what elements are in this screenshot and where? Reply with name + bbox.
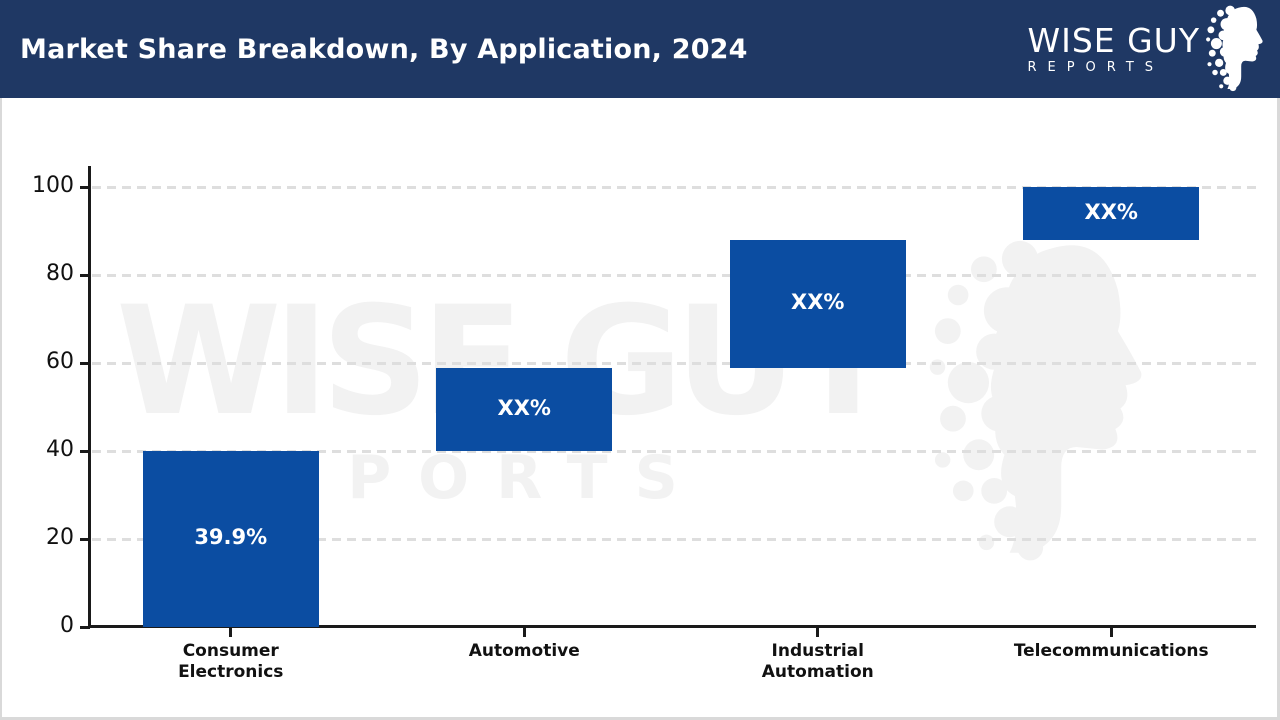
y-tick-label-40: 40 bbox=[46, 437, 74, 462]
page-border-bottom bbox=[0, 717, 1280, 720]
x-tick-label-telecommunications: Telecommunications bbox=[961, 641, 1261, 662]
gridline-60 bbox=[92, 361, 1257, 365]
x-tick-label-line: Consumer bbox=[182, 641, 279, 661]
y-tick-label-0: 0 bbox=[60, 613, 74, 638]
gridline-20 bbox=[92, 537, 1257, 541]
x-tick-mark-telecommunications bbox=[1109, 628, 1113, 637]
logo-head-icon bbox=[1204, 2, 1266, 96]
y-tick-label-80: 80 bbox=[46, 261, 74, 286]
bar-consumer-electronics bbox=[142, 451, 319, 627]
plot: 0 20 40 60 80 100 39.9% Consumer Electronics XX% A… bbox=[0, 98, 1280, 717]
y-axis bbox=[88, 166, 91, 628]
page-border-left bbox=[0, 98, 2, 720]
y-tick-mark-40 bbox=[80, 449, 90, 453]
bar-value-label-industrial-automation: XX% bbox=[791, 290, 845, 315]
x-tick-label-line: Industrial bbox=[771, 641, 864, 661]
bar-industrial-automation bbox=[729, 240, 906, 369]
gridline-80 bbox=[92, 273, 1257, 277]
bar-automotive bbox=[436, 368, 613, 452]
page-border-right bbox=[1277, 98, 1280, 720]
x-tick-label-line: Electronics bbox=[178, 662, 284, 682]
x-tick-label-line: Telecommunications bbox=[1013, 641, 1209, 661]
watermark-head-profile-icon bbox=[929, 240, 1142, 561]
gridline-100 bbox=[92, 185, 1257, 189]
gridline-40 bbox=[92, 449, 1257, 453]
watermark-head-icon bbox=[922, 228, 1154, 567]
bar-value-label-telecommunications: XX% bbox=[1084, 199, 1138, 224]
y-tick-mark-0 bbox=[80, 625, 90, 629]
page-title: Market Share Breakdown, By Application, … bbox=[20, 33, 748, 65]
logo-subtext: REPORTS bbox=[1027, 59, 1165, 75]
x-tick-label-line: Automation bbox=[761, 662, 874, 682]
x-tick-mark-consumer-electronics bbox=[229, 628, 233, 637]
x-tick-label-industrial-automation: Industrial Automation bbox=[668, 641, 968, 683]
x-axis bbox=[88, 625, 1256, 628]
bar-value-label-automotive: XX% bbox=[497, 395, 551, 420]
y-tick-label-60: 60 bbox=[46, 349, 74, 374]
logo-wordmark: WISE GUY bbox=[1027, 20, 1200, 60]
x-tick-mark-industrial-automation bbox=[816, 628, 820, 637]
y-tick-mark-60 bbox=[80, 361, 90, 365]
bar-value-label-consumer-electronics: 39.9% bbox=[194, 525, 268, 550]
y-tick-mark-20 bbox=[80, 537, 90, 541]
x-tick-mark-automotive bbox=[522, 628, 526, 637]
y-tick-label-20: 20 bbox=[46, 525, 74, 550]
bar-telecommunications bbox=[1023, 187, 1200, 241]
logo-text: WISE GUY REPORTS bbox=[1027, 24, 1200, 75]
logo: WISE GUY REPORTS bbox=[1027, 2, 1266, 96]
x-tick-label-consumer-electronics: Consumer Electronics bbox=[81, 641, 381, 683]
chart-area: WISE GUY REPORTS 02040608010039.9%Consum… bbox=[0, 98, 1280, 717]
y-tick-mark-80 bbox=[80, 273, 90, 277]
header: Market Share Breakdown, By Application, … bbox=[0, 0, 1280, 98]
x-tick-label-automotive: Automotive bbox=[374, 641, 674, 662]
logo-head-profile-icon bbox=[1206, 5, 1263, 92]
x-tick-label-line: Automotive bbox=[468, 641, 580, 661]
y-tick-mark-100 bbox=[80, 185, 90, 189]
y-tick-label-100: 100 bbox=[32, 173, 74, 198]
